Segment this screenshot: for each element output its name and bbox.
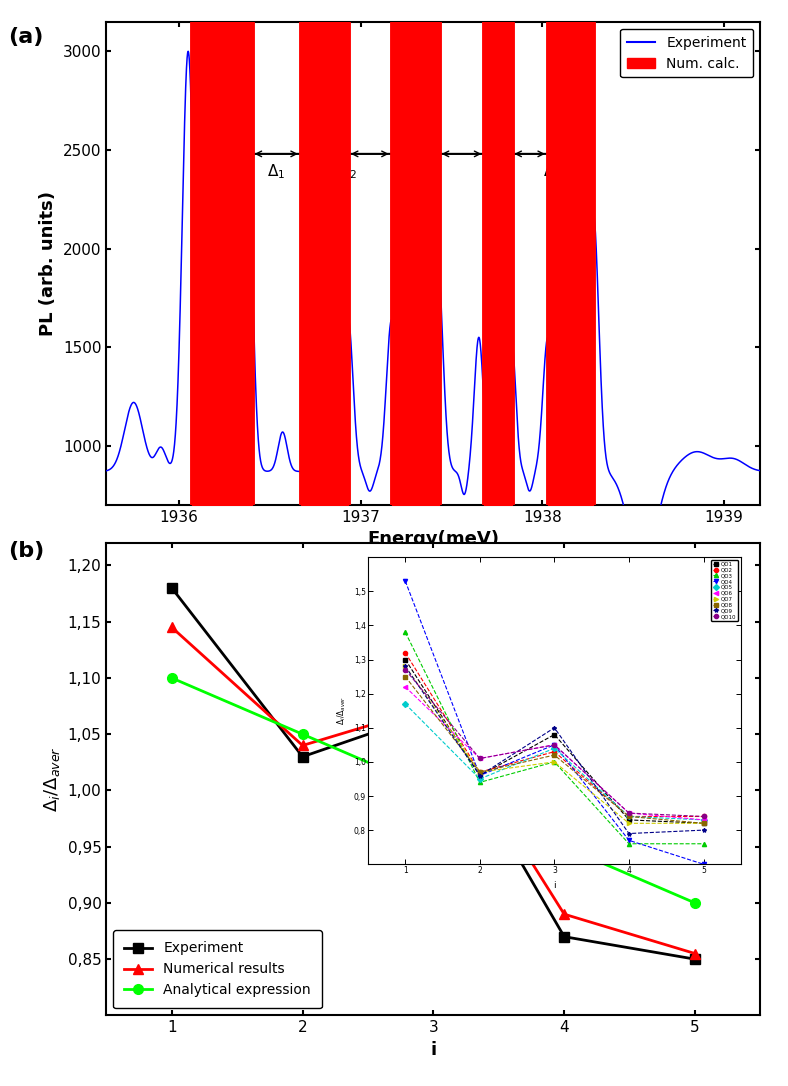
Text: (b): (b) [8, 541, 44, 560]
Line: Experiment: Experiment [167, 583, 700, 964]
Y-axis label: PL (arb. units): PL (arb. units) [39, 191, 58, 336]
Numerical results [167, 621, 177, 634]
Analytical expression [167, 671, 177, 684]
Text: $\Delta_1$: $\Delta_1$ [267, 163, 285, 181]
Text: $\Delta_4$: $\Delta_4$ [489, 163, 508, 181]
Experiment [559, 930, 569, 943]
X-axis label: Energy(meV): Energy(meV) [367, 530, 500, 548]
Analytical expression [559, 841, 569, 854]
Analytical expression [690, 896, 700, 909]
Legend: Experiment, Numerical results, Analytical expression: Experiment, Numerical results, Analytica… [113, 931, 322, 1009]
Experiment [429, 705, 438, 718]
Numerical results [559, 908, 569, 921]
Experiment [167, 581, 177, 594]
Numerical results [690, 947, 700, 960]
X-axis label: i: i [430, 1040, 437, 1059]
Line: Numerical results: Numerical results [167, 622, 700, 959]
Analytical expression [298, 728, 307, 741]
Analytical expression [429, 784, 438, 797]
Text: (a): (a) [8, 27, 43, 47]
Text: $\Delta_3$: $\Delta_3$ [406, 163, 425, 181]
Text: $\Delta_5$: $\Delta_5$ [543, 163, 562, 181]
Numerical results [298, 738, 307, 752]
Experiment [298, 750, 307, 763]
Experiment [690, 952, 700, 965]
Numerical results [429, 699, 438, 712]
Line: Analytical expression: Analytical expression [167, 673, 700, 908]
Legend: Experiment, Num. calc.: Experiment, Num. calc. [620, 28, 753, 77]
Text: $\Delta_2$: $\Delta_2$ [339, 163, 357, 181]
Y-axis label: $\Delta_i/\Delta_{aver}$: $\Delta_i/\Delta_{aver}$ [42, 746, 62, 812]
